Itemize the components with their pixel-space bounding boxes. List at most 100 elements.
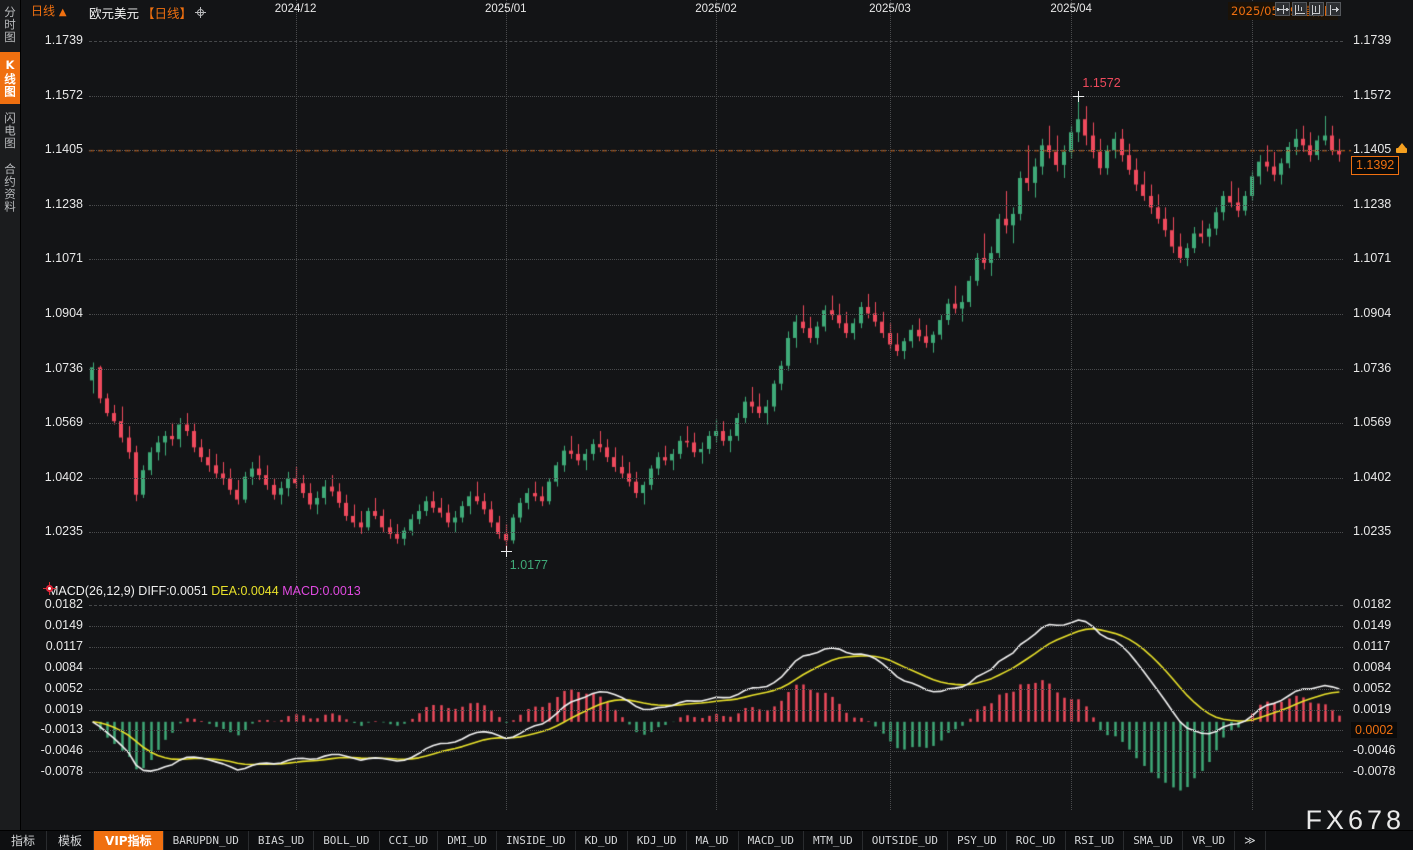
price-y-tick-label: 1.1405: [1353, 142, 1392, 157]
macd-month-gridline: [889, 577, 891, 810]
toolbar-more[interactable]: ≫: [1235, 831, 1266, 850]
bottom-toolbar: 指标 模板 VIP指标 BARUPDN_UD BIAS_UD BOLL_UD CCI_UD D…: [0, 830, 1413, 850]
macd-month-gridline: [1071, 577, 1073, 810]
sidebar-item-lightning[interactable]: 闪电图: [0, 105, 20, 155]
move-resize-icon[interactable]: [1275, 2, 1290, 16]
price-alert-icon[interactable]: [1395, 143, 1408, 155]
macd-y-tick-label: 0.0084: [44, 660, 83, 674]
date-tick-label: 2024/12: [274, 3, 317, 15]
symbol-name: 欧元美元: [89, 6, 140, 21]
align-center-icon[interactable]: [1309, 2, 1324, 16]
macd-y-tick-label: 0.0149: [44, 618, 83, 633]
sidebar-item-contract-info[interactable]: 合约资料: [0, 157, 20, 219]
chart-title: 欧元美元 【日线】: [89, 3, 207, 22]
macd-y-tick-label: 0.0117: [1353, 638, 1391, 653]
price-y-tick-label: 1.0402: [1353, 469, 1392, 484]
toolbar-psy-ud[interactable]: PSY_UD: [948, 831, 1007, 850]
macd-y-tick-label: 0.0182: [44, 597, 83, 612]
high-marker-icon: [1073, 90, 1085, 102]
macd-legend-macd: MACD:0.0013: [282, 584, 361, 598]
macd-month-gridline: [1252, 577, 1254, 810]
sidebar-item-candlestick[interactable]: K线图: [0, 51, 20, 104]
toolbar-indicators[interactable]: 指标: [0, 831, 48, 850]
macd-y-tick-label: 0.0052: [44, 680, 83, 695]
low-marker-icon: [500, 546, 512, 558]
price-month-gridline: [1252, 0, 1254, 577]
toolbar-kd-ud[interactable]: KD_UD: [576, 831, 628, 850]
price-grid: [89, 0, 1343, 577]
sidebar-item-label: 分时图: [3, 6, 17, 44]
price-y-tick-label: 1.0736: [1353, 360, 1392, 375]
macd-month-gridline: [716, 577, 717, 810]
macd-y-tick-label: 0.0019: [1353, 701, 1392, 716]
toolbar-roc-ud[interactable]: ROC_UD: [1007, 831, 1066, 850]
period-badge[interactable]: 日线 ▲: [31, 2, 67, 19]
macd-canvas[interactable]: [21, 577, 1413, 810]
sidebar-item-label: 合约资料: [3, 163, 17, 213]
price-panel[interactable]: 1.1739 1.1572 1.1405 1.1238 1.1071 1.0904 1.07…: [21, 0, 1413, 577]
toolbar-vip-indicators[interactable]: VIP指标: [94, 831, 164, 850]
align-right-icon[interactable]: [1326, 2, 1341, 16]
toolbar-macd-ud[interactable]: MACD_UD: [739, 831, 805, 850]
price-y-tick-label: 1.0402: [44, 469, 83, 484]
toolbar-boll-ud[interactable]: BOLL_UD: [314, 831, 380, 850]
align-left-icon[interactable]: [1292, 2, 1307, 16]
macd-legend-diff: MACD(26,12,9) DIFF:0.0051: [48, 584, 208, 598]
macd-y-tick-label: 0.0182: [1353, 597, 1392, 612]
macd-y-tick-label: -0.0078: [1353, 763, 1396, 778]
toolbar-sma-ud[interactable]: SMA_UD: [1124, 831, 1183, 850]
left-sidebar: 分时图 K线图 闪电图 合约资料: [0, 0, 21, 830]
price-y-tick-label: 1.0904: [44, 305, 83, 320]
price-y-tick-label: 1.1071: [1353, 251, 1392, 266]
macd-y-tick-label: -0.0078: [40, 763, 83, 778]
macd-settings-icon[interactable]: [43, 582, 56, 595]
macd-y-tick-label: -0.0046: [40, 743, 83, 758]
price-month-gridline: [505, 0, 507, 577]
price-month-gridline: [1071, 0, 1073, 577]
toolbar-ma-ud[interactable]: MA_UD: [687, 831, 739, 850]
date-tick-label: 2025/01: [484, 3, 527, 15]
macd-panel[interactable]: 0.0182 0.0149 0.0117 0.0084 0.0052 0.0019 -0.0…: [21, 577, 1413, 810]
toolbar-barupdn-ud[interactable]: BARUPDN_UD: [164, 831, 249, 850]
price-month-gridline: [295, 0, 297, 577]
macd-legend: MACD(26,12,9) DIFF:0.0051 DEA:0.0044 MAC…: [48, 584, 361, 598]
date-tick-label: 2025/04: [1050, 3, 1092, 15]
price-y-tick-label: 1.1572: [1353, 87, 1392, 102]
macd-current-value-badge: 0.0002: [1351, 722, 1398, 739]
macd-y-tick-label: 0.0052: [1353, 680, 1392, 695]
macd-y-tick-label: 0.0084: [1353, 660, 1392, 674]
period-badge-label: 日线: [31, 4, 56, 18]
price-month-gridline: [716, 0, 717, 577]
price-y-tick-label: 1.1238: [1353, 196, 1392, 211]
price-y-tick-label: 1.0235: [1353, 524, 1392, 539]
toolbar-rsi-ud[interactable]: RSI_UD: [1066, 831, 1125, 850]
sidebar-item-label: 闪电图: [3, 111, 17, 150]
macd-grid: [89, 577, 1343, 810]
toolbar-outside-ud[interactable]: OUTSIDE_UD: [863, 831, 948, 850]
toolbar-vr-ud[interactable]: VR_UD: [1183, 831, 1236, 850]
price-y-tick-label: 1.1572: [44, 87, 83, 102]
price-y-tick-label: 1.0235: [44, 524, 83, 539]
high-annotation: 1.1572: [1082, 75, 1121, 90]
toolbar-cci-ud[interactable]: CCI_UD: [380, 831, 439, 850]
price-y-tick-label: 1.0569: [1353, 415, 1392, 430]
sidebar-item-timeshare[interactable]: 分时图: [0, 0, 20, 50]
price-y-tick-label: 1.0736: [44, 360, 83, 375]
current-price-badge: 1.1392: [1351, 156, 1400, 176]
toolbar-dmi-ud[interactable]: DMI_UD: [438, 831, 498, 850]
date-tick-label: 2025/02: [695, 3, 737, 15]
chart-container[interactable]: 1.1739 1.1572 1.1405 1.1238 1.1071 1.0904 1.07…: [21, 0, 1413, 835]
macd-y-tick-label: -0.0013: [40, 722, 83, 737]
price-y-tick-label: 1.1405: [44, 142, 83, 157]
price-y-tick-label: 1.1238: [44, 196, 83, 211]
crosshair-icon[interactable]: [195, 7, 207, 18]
toolbar-inside-ud[interactable]: INSIDE_UD: [497, 831, 576, 850]
toolbar-bias-ud[interactable]: BIAS_UD: [249, 831, 315, 850]
toolbar-mtm-ud[interactable]: MTM_UD: [804, 831, 863, 850]
sidebar-filler: [0, 221, 20, 830]
price-y-tick-label: 1.1739: [1353, 33, 1392, 48]
toolbar-templates[interactable]: 模板: [47, 831, 95, 850]
price-y-tick-label: 1.1071: [44, 251, 83, 266]
toolbar-kdj-ud[interactable]: KDJ_UD: [628, 831, 687, 850]
macd-legend-dea: DEA:0.0044: [211, 584, 279, 598]
